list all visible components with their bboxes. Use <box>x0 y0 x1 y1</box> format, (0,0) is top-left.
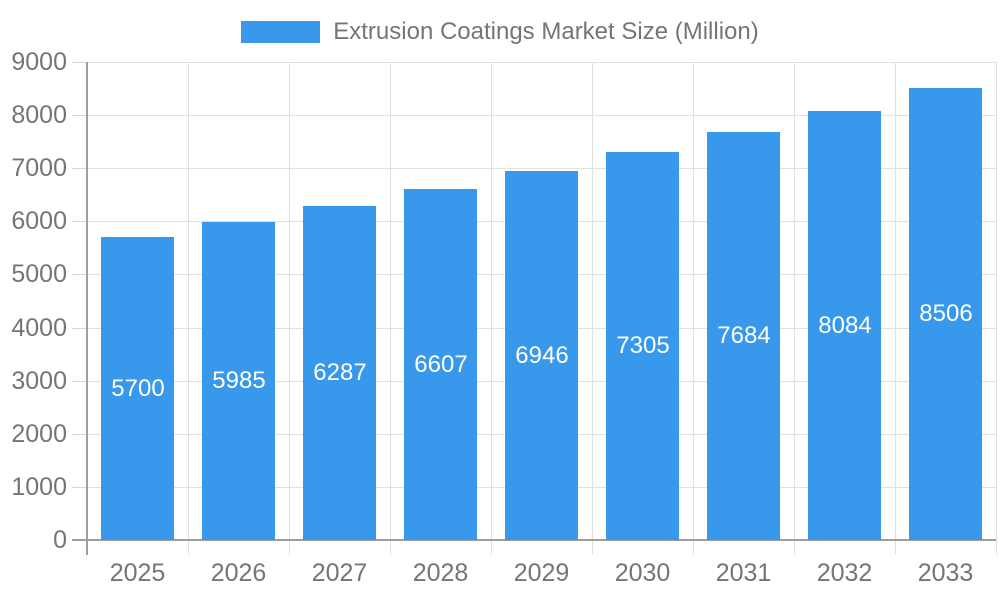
y-axis-tick-label: 7000 <box>11 154 67 182</box>
bar-value-label: 6946 <box>515 342 569 369</box>
y-axis-tick <box>72 487 87 488</box>
y-axis-tick-label: 5000 <box>11 260 67 288</box>
bar <box>606 152 679 540</box>
x-axis-tick-label: 2032 <box>816 559 873 587</box>
y-axis-tick <box>72 221 87 222</box>
y-axis-tick-label: 2000 <box>11 420 67 448</box>
legend-color-swatch <box>241 21 321 43</box>
v-gridline <box>996 62 997 555</box>
x-axis-tick-label: 2026 <box>210 559 267 587</box>
bar-value-label: 6607 <box>414 351 468 378</box>
y-axis-tick <box>72 328 87 329</box>
y-axis-tick-label: 0 <box>53 526 67 554</box>
y-axis-tick-label: 9000 <box>11 48 67 76</box>
v-gridline <box>491 62 492 555</box>
bar <box>202 222 275 540</box>
v-gridline <box>188 62 189 555</box>
bar-value-label: 6287 <box>313 359 367 386</box>
y-axis-tick-label: 3000 <box>11 367 67 395</box>
bar <box>909 88 982 540</box>
v-gridline <box>390 62 391 555</box>
bar-value-label: 8506 <box>919 300 973 327</box>
y-axis-tick <box>72 115 87 116</box>
bar <box>101 237 174 540</box>
y-axis-tick <box>72 62 87 63</box>
v-gridline <box>794 62 795 555</box>
x-axis-tick-label: 2029 <box>513 559 570 587</box>
bar-value-label: 7684 <box>717 322 771 349</box>
bar-value-label: 7305 <box>616 332 670 359</box>
bar-value-label: 5700 <box>111 375 165 402</box>
v-gridline <box>592 62 593 555</box>
x-axis-tick-label: 2030 <box>614 559 671 587</box>
y-axis-tick-label: 4000 <box>11 314 67 342</box>
chart-legend[interactable]: Extrusion Coatings Market Size (Million) <box>0 20 1000 44</box>
x-axis-tick-label: 2031 <box>715 559 772 587</box>
x-axis-tick-label: 2025 <box>109 559 166 587</box>
x-axis-tick-label: 2028 <box>412 559 469 587</box>
y-axis-tick <box>72 274 87 275</box>
x-axis-tick-label: 2033 <box>917 559 974 587</box>
v-gridline <box>289 62 290 555</box>
y-axis-tick-label: 8000 <box>11 101 67 129</box>
bar <box>808 111 881 540</box>
bar <box>303 206 376 540</box>
y-axis-zero-tick <box>72 539 87 541</box>
bar-value-label: 8084 <box>818 312 872 339</box>
y-axis-tick-label: 6000 <box>11 207 67 235</box>
x-axis-tick-label: 2027 <box>311 559 368 587</box>
v-gridline <box>693 62 694 555</box>
y-axis-tick <box>72 434 87 435</box>
bar <box>505 171 578 540</box>
h-gridline <box>87 62 996 63</box>
bar-value-label: 5985 <box>212 367 266 394</box>
y-axis-tick-label: 1000 <box>11 473 67 501</box>
y-axis-line <box>86 62 88 555</box>
y-axis-tick <box>72 168 87 169</box>
bar <box>404 189 477 540</box>
y-axis-tick <box>72 381 87 382</box>
legend-label: Extrusion Coatings Market Size (Million) <box>333 18 759 45</box>
bar <box>707 132 780 540</box>
